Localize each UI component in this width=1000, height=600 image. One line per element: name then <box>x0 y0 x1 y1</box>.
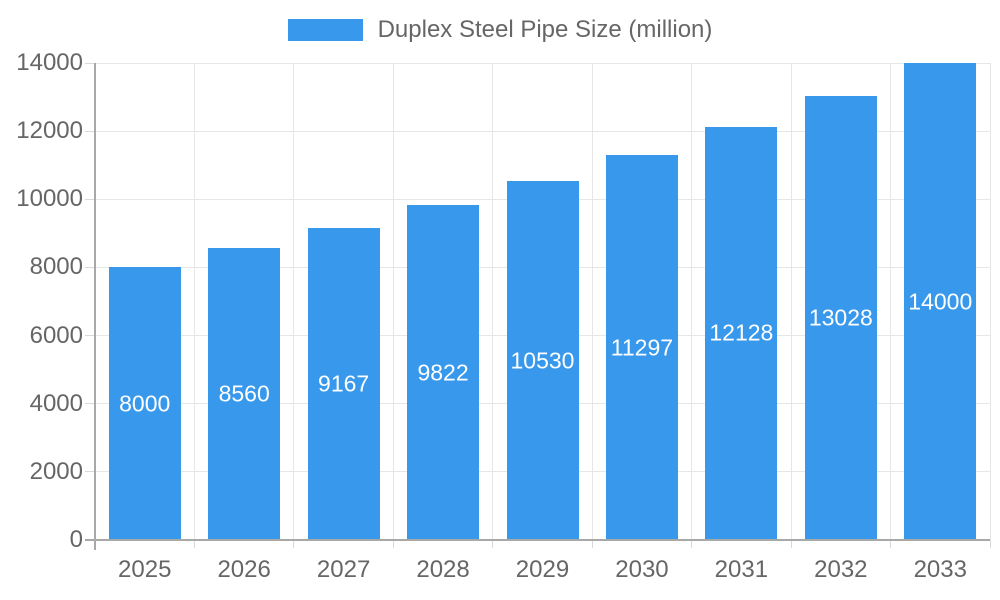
bar[interactable] <box>904 63 977 540</box>
y-tick-mark <box>85 471 95 473</box>
bar[interactable] <box>208 248 281 540</box>
x-gridline <box>193 63 195 540</box>
x-tick-mark <box>790 540 792 548</box>
bar[interactable] <box>307 227 380 540</box>
x-gridline <box>989 63 991 540</box>
bar-value-label: 10530 <box>510 347 575 374</box>
x-tick-label: 2026 <box>217 556 271 583</box>
bar-value-label: 9822 <box>417 359 469 386</box>
y-axis-line <box>94 63 96 550</box>
x-tick-label: 2028 <box>416 556 470 583</box>
bar[interactable] <box>506 181 579 540</box>
bar[interactable] <box>407 205 480 540</box>
y-tick-mark <box>85 198 95 200</box>
y-tick-label: 14000 <box>16 49 83 76</box>
x-tick-label: 2025 <box>118 556 172 583</box>
y-tick-label: 0 <box>69 526 83 553</box>
y-tick-mark <box>85 403 95 405</box>
x-tick-label: 2029 <box>515 556 570 583</box>
x-gridline <box>890 63 892 540</box>
y-tick-mark <box>85 130 95 132</box>
y-tick-label: 2000 <box>29 457 83 485</box>
x-gridline <box>790 63 792 540</box>
x-tick-mark <box>193 540 195 548</box>
bar[interactable] <box>108 267 181 540</box>
y-tick-mark <box>85 62 95 64</box>
x-tick-mark <box>392 540 394 548</box>
y-gridline <box>95 62 990 64</box>
bar-value-label: 14000 <box>908 288 973 314</box>
bar[interactable] <box>804 96 877 540</box>
bar-value-label: 11297 <box>610 334 674 361</box>
x-tick-mark <box>989 540 991 548</box>
bar-value-label: 12128 <box>709 319 774 346</box>
legend: Duplex Steel Pipe Size (million) <box>0 16 1000 44</box>
bar-value-label: 13028 <box>808 304 873 331</box>
y-tick-label: 6000 <box>29 321 83 349</box>
bar-value-label: 8000 <box>119 390 171 417</box>
y-tick-mark <box>85 266 95 268</box>
y-tick-label: 8000 <box>29 253 83 281</box>
x-tick-mark <box>293 540 295 548</box>
x-tick-mark <box>492 540 494 548</box>
bar[interactable] <box>605 155 678 540</box>
y-tick-label: 4000 <box>29 389 83 417</box>
legend-label: Duplex Steel Pipe Size (million) <box>377 16 713 43</box>
legend-swatch-icon <box>287 19 363 41</box>
bar[interactable] <box>705 126 778 540</box>
y-tick-label: 12000 <box>16 117 83 145</box>
bar-value-label: 8560 <box>218 380 270 407</box>
x-gridline <box>293 63 295 540</box>
x-axis-line <box>85 539 990 541</box>
x-gridline <box>492 63 494 540</box>
bar-value-label: 9167 <box>318 370 370 397</box>
x-tick-label: 2031 <box>714 556 769 583</box>
x-tick-label: 2027 <box>316 556 371 583</box>
y-tick-label: 10000 <box>16 185 83 213</box>
x-tick-label: 2030 <box>615 556 669 583</box>
x-gridline <box>591 63 593 540</box>
x-tick-label: 2032 <box>814 556 868 583</box>
x-gridline <box>691 63 693 540</box>
legend-item[interactable]: Duplex Steel Pipe Size (million) <box>287 16 713 44</box>
y-tick-mark <box>85 335 95 337</box>
x-gridline <box>392 63 394 540</box>
x-tick-mark <box>691 540 693 548</box>
x-tick-mark <box>890 540 892 548</box>
x-tick-mark <box>591 540 593 548</box>
x-tick-label: 2033 <box>913 556 967 583</box>
y-gridline <box>95 130 990 132</box>
